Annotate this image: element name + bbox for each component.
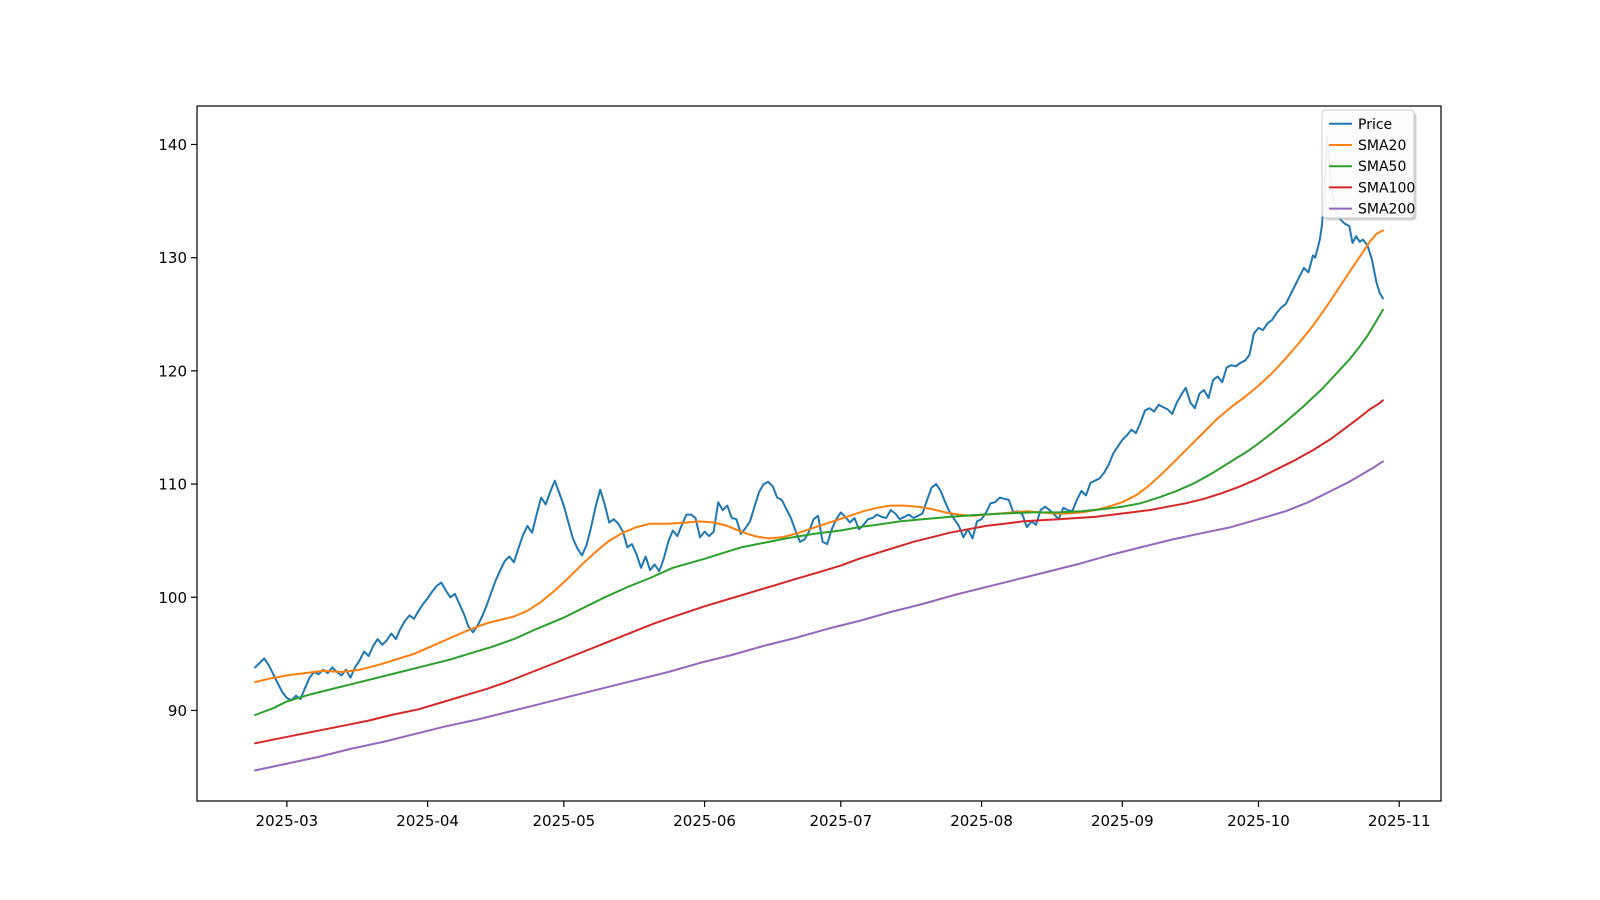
y-tick-label: 100	[158, 589, 187, 607]
price-line	[254, 135, 1384, 702]
y-tick-label: 110	[158, 476, 187, 494]
y-tick-label: 120	[158, 362, 187, 380]
axes-spines	[196, 105, 1442, 802]
x-tick-label: 2025-10	[1227, 812, 1290, 830]
sma100-line	[254, 399, 1384, 745]
x-axis: 2025-03 2025-04 2025-05 2025-06 2025-07 2025-…	[256, 801, 1431, 830]
y-tick-label: 130	[158, 249, 187, 267]
y-tick-label: 140	[158, 136, 187, 154]
sma100-legend-label: SMA100	[1358, 180, 1415, 196]
x-tick-label: 2025-03	[256, 812, 319, 830]
sma50-line	[254, 308, 1384, 716]
plot-area	[197, 106, 1441, 801]
legend-frame	[1321, 109, 1415, 219]
x-tick-label: 2025-09	[1091, 812, 1154, 830]
x-tick-label: 2025-08	[950, 812, 1013, 830]
sma20-legend-label: SMA20	[1358, 138, 1406, 154]
x-tick-label: 2025-04	[396, 812, 459, 830]
y-axis: 90 100 110 120 130 140	[158, 136, 197, 720]
x-tick-label: 2025-07	[809, 812, 872, 830]
x-tick-label: 2025-06	[673, 812, 736, 830]
sma200-legend-label: SMA200	[1358, 202, 1415, 218]
x-tick-label: 2025-05	[533, 812, 596, 830]
sma20-line	[254, 229, 1384, 684]
legend: Price SMA20 SMA50 SMA100 SMA200	[1321, 109, 1417, 221]
sma200-line	[254, 460, 1384, 772]
price-legend-label: Price	[1358, 117, 1392, 133]
y-tick-label: 90	[168, 702, 187, 720]
x-tick-label: 2025-11	[1368, 812, 1431, 830]
sma50-legend-label: SMA50	[1358, 159, 1406, 175]
